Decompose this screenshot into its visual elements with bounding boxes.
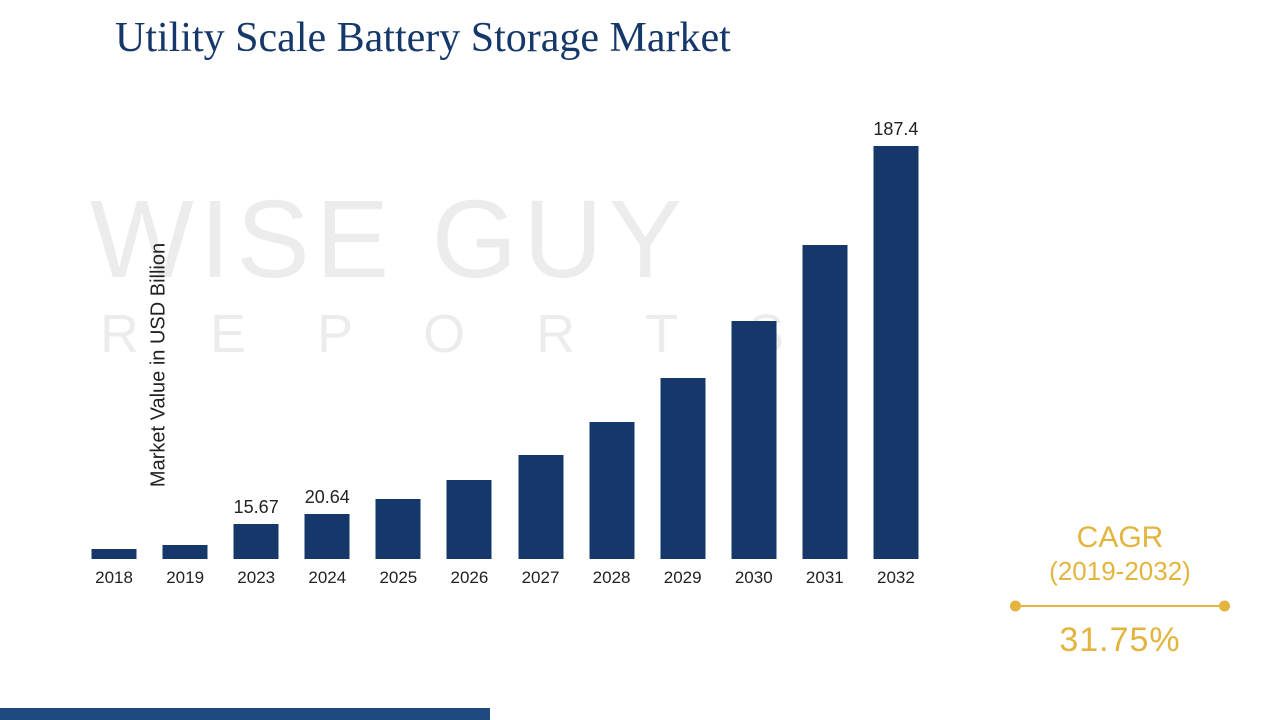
- x-tick-label: 2024: [302, 562, 352, 600]
- bar: [234, 524, 279, 559]
- x-axis-labels: 2018 2019 2023 2024 2025 2026 2027 2028 2029 2030…: [85, 562, 925, 600]
- bar: [376, 499, 421, 559]
- bar-slot: [89, 130, 139, 559]
- bar: [589, 422, 634, 559]
- bar-slot: [444, 130, 494, 559]
- bar-slot: [515, 130, 565, 559]
- brand-head-icon: [1178, 20, 1248, 90]
- x-tick-label: 2019: [160, 562, 210, 600]
- infographic-stage: WISE GUY R E P O R T S Utility Scale Bat…: [0, 0, 1280, 720]
- brand-name-bold: GUY: [1082, 20, 1162, 58]
- bar: [163, 545, 208, 559]
- x-tick-label: 2018: [89, 562, 139, 600]
- chart-title: Utility Scale Battery Storage Market: [115, 15, 815, 62]
- bar-slot: 20.64: [302, 130, 352, 559]
- cagr-years: (2019-2032): [960, 556, 1280, 587]
- x-tick-label: 2023: [231, 562, 281, 600]
- bar: [305, 514, 350, 560]
- x-tick-label: 2028: [587, 562, 637, 600]
- cagr-value: 31.75%: [960, 621, 1280, 660]
- bar-value-label: 20.64: [305, 487, 350, 508]
- bar: [802, 245, 847, 559]
- bar: [873, 146, 918, 559]
- cagr-label: CAGR: [960, 521, 1280, 554]
- plot-area: 15.67 20.64 187.4: [85, 130, 925, 560]
- brand-name: WISEGUY: [955, 22, 1162, 56]
- bar-slot: [160, 130, 210, 559]
- brand-logo: WISEGUY R E P O R T S: [955, 22, 1162, 76]
- x-tick-label: 2031: [800, 562, 850, 600]
- bar-slot: 187.4: [871, 130, 921, 559]
- bar: [447, 480, 492, 559]
- cagr-block: CAGR (2019-2032) 31.75%: [960, 521, 1280, 660]
- bar-chart: Market Value in USD Billion 15.6720.6418…: [55, 130, 925, 600]
- bar: [660, 378, 705, 559]
- x-tick-label: 2032: [871, 562, 921, 600]
- bar-slot: [658, 130, 708, 559]
- bar: [92, 549, 137, 559]
- bar-slot: [373, 130, 423, 559]
- bar-value-label: 187.4: [873, 119, 918, 140]
- bar-slot: 15.67: [231, 130, 281, 559]
- brand-subline: R E P O R T S: [955, 58, 1162, 76]
- x-tick-label: 2030: [729, 562, 779, 600]
- bar: [518, 455, 563, 559]
- cagr-divider: [1015, 605, 1225, 607]
- brand-name-light: WISE: [987, 20, 1082, 58]
- x-tick-label: 2029: [658, 562, 708, 600]
- bar-value-label: 15.67: [234, 497, 279, 518]
- bar-slot: [587, 130, 637, 559]
- x-tick-label: 2025: [373, 562, 423, 600]
- bar: [731, 321, 776, 559]
- bar-slot: [800, 130, 850, 559]
- bar-row: 15.67 20.64 187.4: [85, 130, 925, 559]
- x-tick-label: 2026: [444, 562, 494, 600]
- bar-slot: [729, 130, 779, 559]
- x-tick-label: 2027: [515, 562, 565, 600]
- footer-accent-bar: [0, 708, 490, 720]
